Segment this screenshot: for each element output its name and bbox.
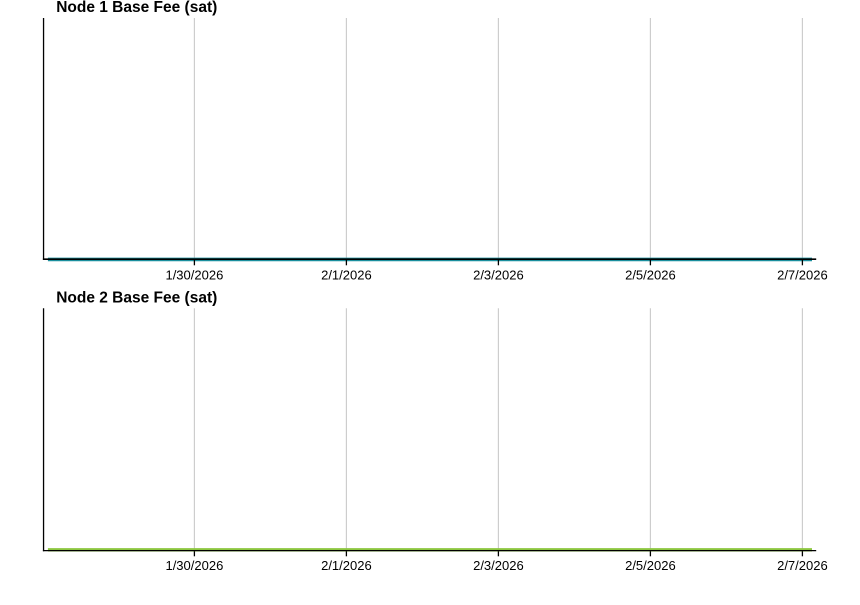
svg-text:1/30/2026: 1/30/2026 bbox=[165, 267, 223, 282]
svg-text:2/5/2026: 2/5/2026 bbox=[625, 558, 676, 573]
svg-text:2/3/2026: 2/3/2026 bbox=[473, 267, 524, 282]
svg-text:Node 2 Base Fee (sat): Node 2 Base Fee (sat) bbox=[56, 289, 217, 306]
svg-text:2/7/2026: 2/7/2026 bbox=[777, 267, 828, 282]
svg-text:2/1/2026: 2/1/2026 bbox=[321, 558, 372, 573]
svg-text:1/30/2026: 1/30/2026 bbox=[165, 558, 223, 573]
svg-text:2/5/2026: 2/5/2026 bbox=[625, 267, 676, 282]
svg-text:2/1/2026: 2/1/2026 bbox=[321, 267, 372, 282]
svg-text:2/7/2026: 2/7/2026 bbox=[777, 558, 828, 573]
svg-text:2/3/2026: 2/3/2026 bbox=[473, 558, 524, 573]
svg-text:Node 1 Base Fee (sat): Node 1 Base Fee (sat) bbox=[56, 0, 217, 16]
